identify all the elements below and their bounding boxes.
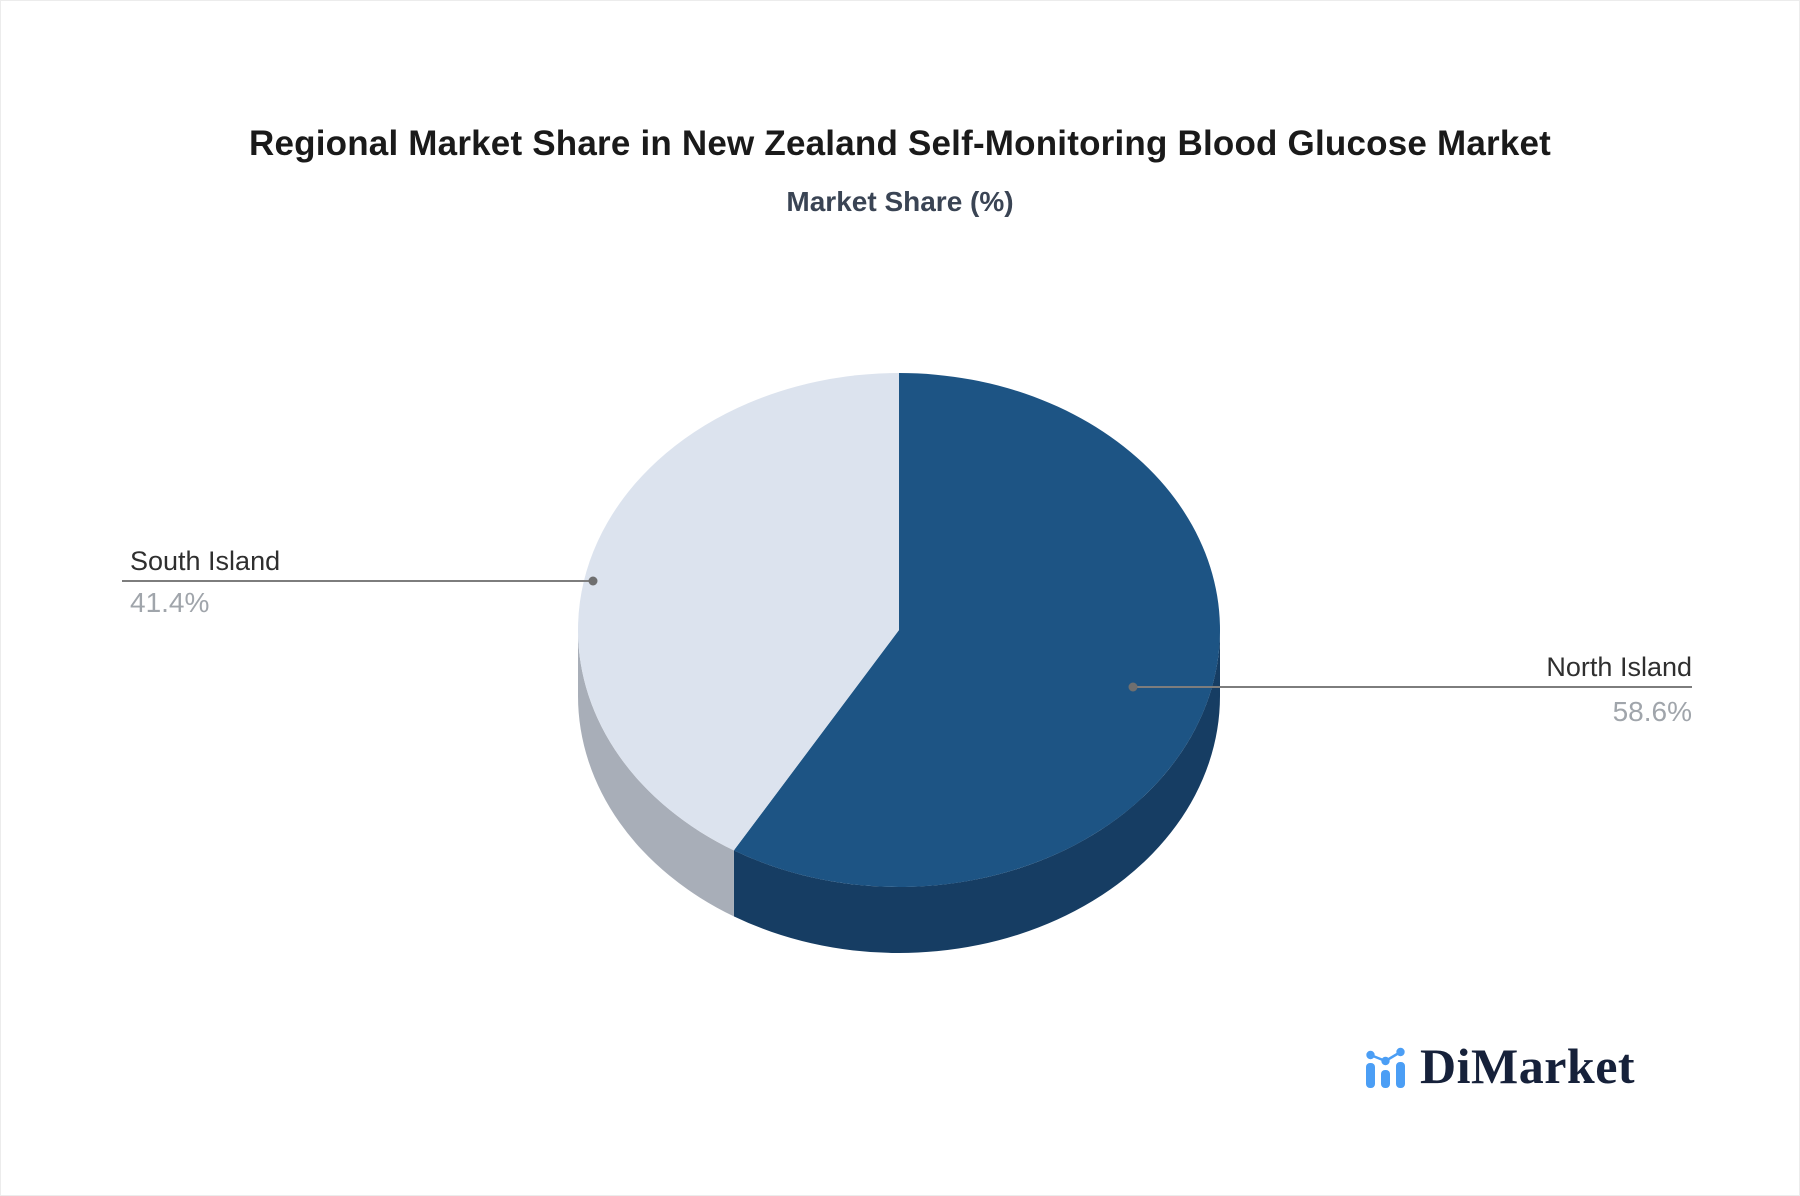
- label-south-island: South Island: [130, 546, 281, 576]
- pie-side-south-island: [578, 630, 734, 917]
- bar-chart-logo-icon: [1366, 1047, 1405, 1088]
- pie-side-north-island: [733, 630, 1220, 953]
- pie-slice-north-island[interactable]: [733, 373, 1221, 887]
- north-leader-dot: [1128, 682, 1138, 692]
- label-north-island: North Island: [1546, 652, 1692, 682]
- pie-slices: [578, 373, 1221, 887]
- dimarket-logo: DiMarket: [1364, 1040, 1635, 1092]
- value-south-island: 41.4%: [130, 587, 210, 618]
- south-leader-dot: [588, 576, 598, 586]
- value-north-island: 58.6%: [1612, 696, 1692, 727]
- chart-subtitle: Market Share (%): [786, 186, 1014, 217]
- dimarket-logo-text: DiMarket: [1420, 1038, 1636, 1094]
- pie-slice-south-island[interactable]: [578, 373, 899, 851]
- chart-title: Regional Market Share in New Zealand Sel…: [248, 124, 1552, 163]
- leader-lines: [122, 576, 1692, 692]
- pie-3d-sides: [578, 630, 1220, 953]
